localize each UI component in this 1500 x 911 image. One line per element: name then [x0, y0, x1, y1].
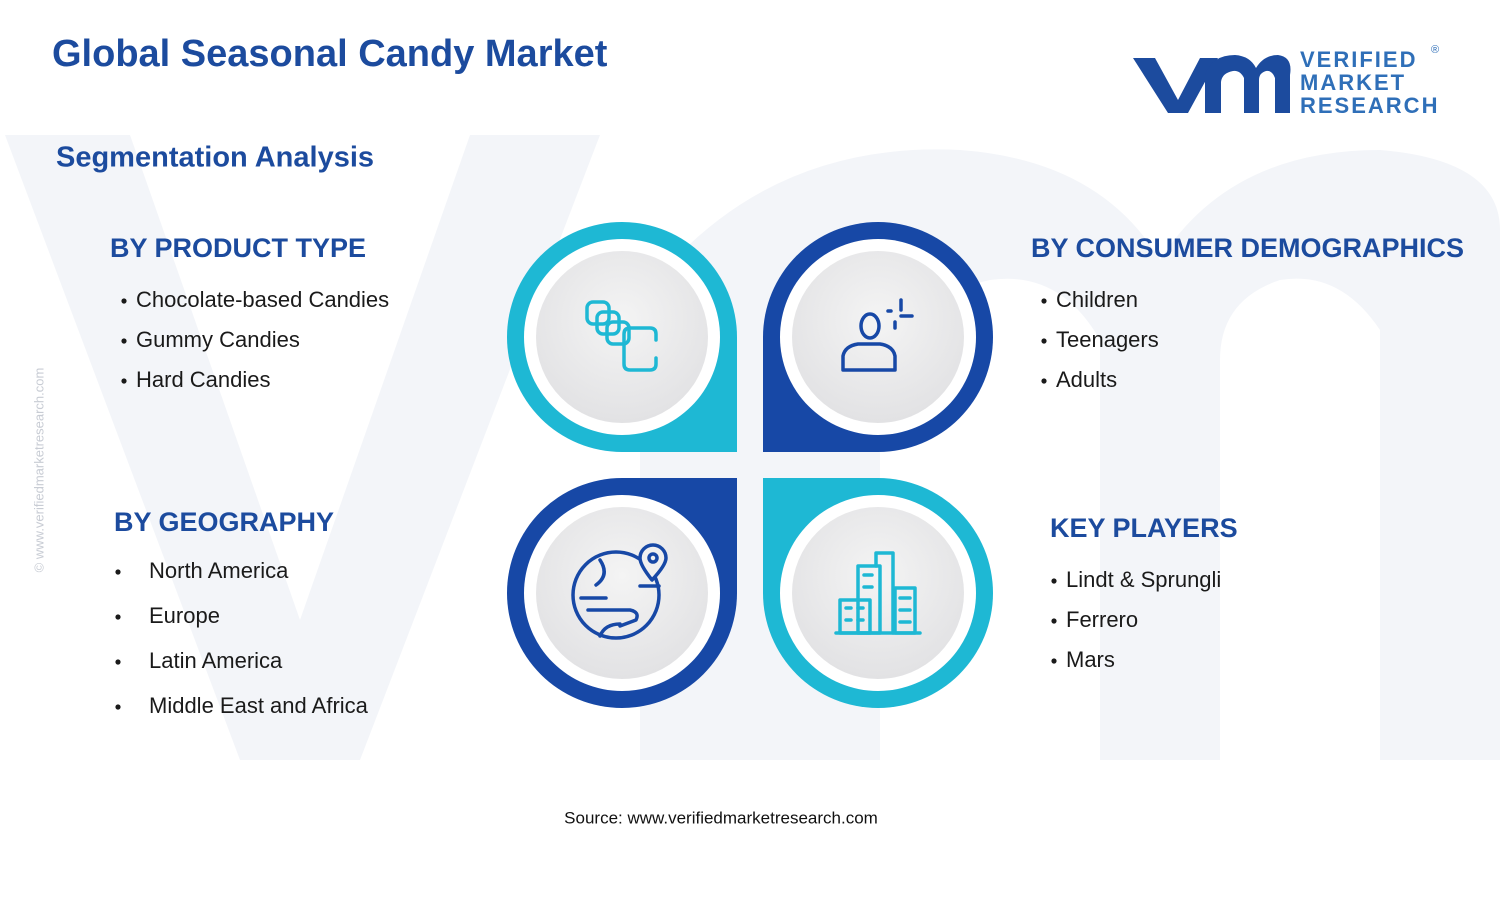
section-item: Mars	[1066, 647, 1115, 672]
bullet	[1051, 578, 1057, 584]
source: Source: www.verifiedmarketresearch.com	[564, 808, 878, 827]
bullet	[1041, 378, 1047, 384]
section-item: Children	[1056, 287, 1138, 312]
bullet	[115, 569, 121, 575]
section-heading: BY GEOGRAPHY	[114, 507, 334, 537]
icon-globe	[571, 543, 668, 640]
icon-buildings	[834, 551, 922, 635]
bullet	[115, 614, 121, 620]
section-item: Gummy Candies	[136, 327, 300, 352]
section-item: Chocolate-based Candies	[136, 287, 389, 312]
section-heading: BY PRODUCT TYPE	[110, 233, 366, 263]
bullet	[121, 298, 127, 304]
section-heading: BY CONSUMER DEMOGRAPHICS	[1031, 233, 1464, 263]
logo-text: RESEARCH	[1300, 93, 1439, 118]
section-item: Teenagers	[1056, 327, 1159, 352]
bullet	[121, 338, 127, 344]
logo-text: VERIFIED	[1300, 47, 1417, 72]
bullet	[1051, 618, 1057, 624]
logo-text: MARKET	[1300, 70, 1406, 95]
watermark-text: © www.verifiedmarketresearch.com	[31, 368, 46, 573]
bullet	[115, 704, 121, 710]
subtitle: Segmentation Analysis	[56, 142, 374, 174]
bullet	[115, 659, 121, 665]
bullet	[1041, 298, 1047, 304]
section-item: Middle East and Africa	[149, 693, 369, 718]
section-item: Latin America	[149, 648, 283, 673]
section-item: Europe	[149, 603, 220, 628]
section-item: Adults	[1056, 367, 1117, 392]
bullet	[121, 378, 127, 384]
icon-person	[841, 298, 914, 372]
section-item: Ferrero	[1066, 607, 1138, 632]
title: Global Seasonal Candy Market	[52, 33, 608, 75]
icon-candy	[585, 300, 658, 372]
section-heading: KEY PLAYERS	[1050, 513, 1238, 543]
bullet	[1041, 338, 1047, 344]
section-item: North America	[149, 558, 289, 583]
logo-registered: ®	[1431, 44, 1439, 56]
quadrant-graphic	[507, 222, 993, 708]
logo: VERIFIED MARKET RESEARCH ®	[1133, 44, 1439, 118]
section-item: Hard Candies	[136, 367, 271, 392]
bullet	[1051, 658, 1057, 664]
section-item: Lindt & Sprungli	[1066, 567, 1221, 592]
